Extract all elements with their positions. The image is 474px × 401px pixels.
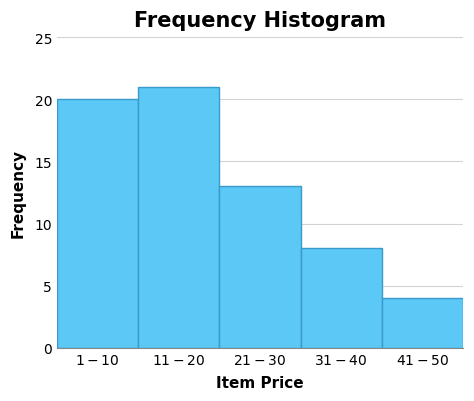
X-axis label: Item Price: Item Price xyxy=(216,375,304,390)
Title: Frequency Histogram: Frequency Histogram xyxy=(134,11,386,31)
Y-axis label: Frequency: Frequency xyxy=(11,148,26,237)
Bar xyxy=(138,88,219,348)
Bar xyxy=(382,298,463,348)
Bar xyxy=(57,100,138,348)
Bar xyxy=(301,249,382,348)
Bar xyxy=(219,187,301,348)
